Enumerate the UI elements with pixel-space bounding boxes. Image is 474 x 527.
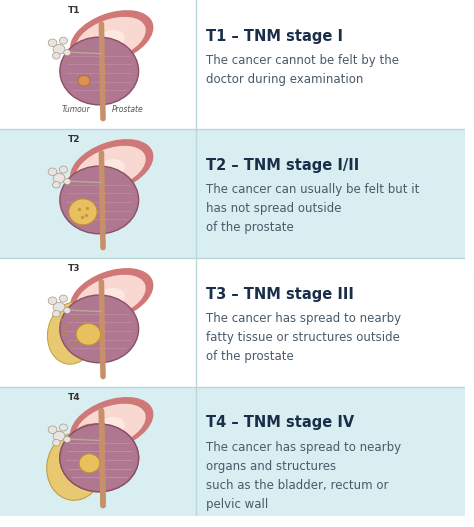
Text: Prostate: Prostate (111, 105, 143, 114)
Ellipse shape (53, 173, 65, 183)
Ellipse shape (53, 310, 60, 317)
Ellipse shape (53, 181, 60, 188)
Bar (0, 258, 465, 387)
Ellipse shape (60, 424, 138, 492)
Ellipse shape (60, 166, 138, 234)
Ellipse shape (78, 75, 90, 86)
Text: Tumour: Tumour (62, 105, 90, 114)
Bar (0, 129, 465, 258)
Ellipse shape (59, 37, 67, 44)
Text: T2 – TNM stage I/II: T2 – TNM stage I/II (206, 158, 359, 172)
Ellipse shape (53, 44, 65, 54)
Text: T2: T2 (67, 135, 80, 144)
Ellipse shape (53, 440, 60, 446)
Bar (0, 0, 465, 129)
Ellipse shape (47, 433, 104, 500)
Ellipse shape (60, 37, 138, 105)
Ellipse shape (48, 39, 57, 46)
Ellipse shape (93, 288, 125, 310)
Text: The cancer can usually be felt but it
has not spread outside
of the prostate: The cancer can usually be felt but it ha… (206, 183, 419, 234)
Ellipse shape (59, 166, 67, 173)
Ellipse shape (70, 139, 154, 193)
Ellipse shape (70, 397, 154, 452)
Ellipse shape (73, 424, 108, 452)
Ellipse shape (60, 424, 138, 492)
Text: T3 – TNM stage III: T3 – TNM stage III (206, 287, 354, 301)
Ellipse shape (76, 324, 100, 345)
Ellipse shape (47, 302, 97, 364)
Ellipse shape (60, 295, 138, 363)
Ellipse shape (75, 17, 146, 61)
Ellipse shape (75, 146, 146, 190)
Text: T1: T1 (67, 6, 80, 15)
Ellipse shape (53, 431, 65, 441)
Ellipse shape (64, 308, 71, 314)
Text: The cancer has spread to nearby
fatty tissue or structures outside
of the prosta: The cancer has spread to nearby fatty ti… (206, 312, 401, 363)
Text: The cancer has spread to nearby
organs and structures
such as the bladder, rectu: The cancer has spread to nearby organs a… (206, 441, 401, 511)
Text: T1 – TNM stage I: T1 – TNM stage I (206, 28, 343, 44)
Text: The cancer cannot be felt by the
doctor during examination: The cancer cannot be felt by the doctor … (206, 54, 399, 86)
Ellipse shape (53, 302, 65, 312)
Ellipse shape (93, 417, 125, 439)
Ellipse shape (64, 179, 71, 184)
Text: T4 – TNM stage IV: T4 – TNM stage IV (206, 415, 355, 431)
Ellipse shape (93, 30, 125, 52)
Ellipse shape (53, 53, 60, 59)
Ellipse shape (75, 404, 146, 448)
Ellipse shape (48, 297, 57, 305)
Ellipse shape (48, 426, 57, 434)
Ellipse shape (93, 159, 125, 181)
Ellipse shape (70, 268, 154, 323)
Bar (0, 387, 465, 516)
Ellipse shape (64, 436, 71, 443)
Ellipse shape (79, 454, 100, 473)
Ellipse shape (75, 275, 146, 319)
Ellipse shape (48, 168, 57, 175)
Ellipse shape (64, 50, 71, 55)
Ellipse shape (59, 424, 67, 431)
Ellipse shape (70, 10, 154, 65)
Text: T4: T4 (67, 393, 80, 402)
Ellipse shape (69, 199, 97, 225)
Ellipse shape (59, 295, 67, 302)
Text: T3: T3 (67, 264, 80, 273)
